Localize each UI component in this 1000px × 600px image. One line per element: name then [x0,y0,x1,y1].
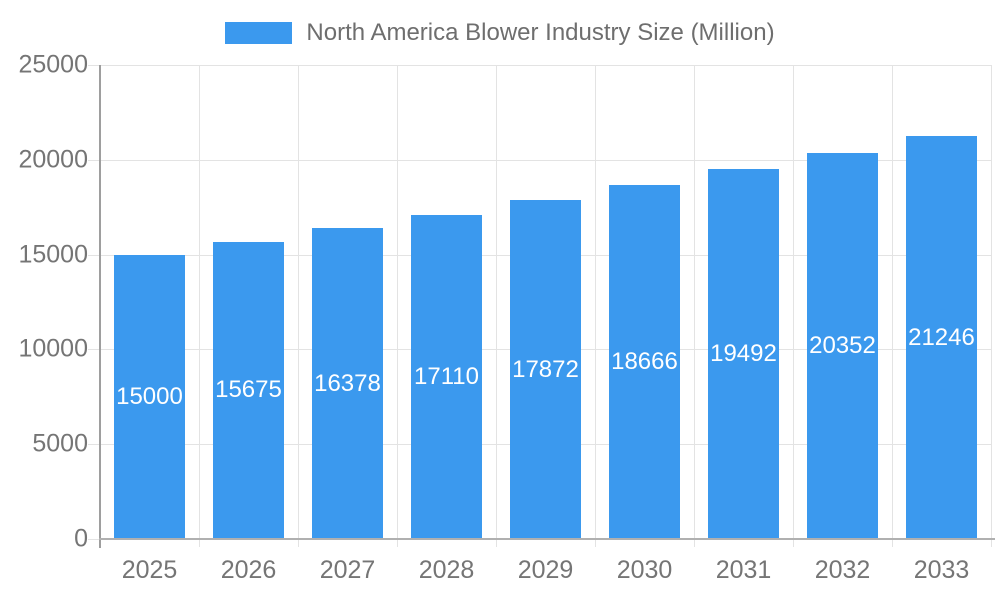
bar-value-label: 16378 [314,369,381,397]
bar-value-label: 19492 [710,340,777,368]
plot-area: 15000 15675 16378 17110 17872 18666 19492 20352… [88,65,992,547]
bar-value-label: 18666 [611,348,678,376]
x-tick-label: 2031 [715,556,772,584]
gridline-v [298,65,299,547]
x-tick-label: 2028 [418,556,475,584]
y-tick-mark [88,65,100,66]
bar-2029[interactable]: 17872 [509,200,582,539]
bar-2025[interactable]: 15000 [113,254,186,539]
gridline-v [496,65,497,547]
gridline-v [397,65,398,547]
y-tick-mark [88,444,100,446]
bar-2033[interactable]: 21246 [905,136,978,539]
bar-value-label: 15675 [215,376,282,404]
x-tick-label: 2032 [814,556,871,584]
gridline-v [793,65,794,547]
bar-value-label: 15000 [116,382,183,410]
y-tick-mark [88,254,100,256]
bar-value-label: 21246 [908,323,975,351]
x-tick-label: 2026 [220,556,277,584]
gridline-v [991,65,992,547]
y-tick-mark [88,349,100,351]
bar-2032[interactable]: 20352 [806,153,879,539]
x-tick-label: 2033 [913,556,970,584]
x-tick-label: 2025 [121,556,178,584]
y-tick-mark [88,539,100,540]
bar-2030[interactable]: 18666 [608,185,681,539]
x-tick-label: 2029 [517,556,574,584]
legend-label: North America Blower Industry Size (Mill… [306,19,775,46]
gridline-v [892,65,893,547]
gridline-h [100,159,991,161]
gridline-v [595,65,596,547]
y-tick-label: 25000 [18,50,88,79]
y-tick-mark [88,159,100,161]
y-tick-label: 20000 [18,145,88,174]
x-tick-label: 2030 [616,556,673,584]
legend-swatch [225,22,293,44]
bar-2028[interactable]: 17110 [410,214,483,539]
y-tick-label: 15000 [18,240,88,269]
y-tick-label: 5000 [32,429,88,458]
x-axis-line [99,538,995,540]
y-tick-label: 10000 [18,334,88,363]
bar-2026[interactable]: 15675 [212,241,285,539]
bar-value-label: 17110 [414,362,479,390]
bar-2031[interactable]: 19492 [707,169,780,539]
bar-2027[interactable]: 16378 [311,228,384,539]
y-tick-label: 0 [74,524,88,553]
y-axis-line [99,65,101,548]
legend[interactable]: North America Blower Industry Size (Mill… [0,19,1000,46]
gridline-h [100,65,991,66]
bar-value-label: 20352 [809,332,876,360]
gridline-v [694,65,695,547]
gridline-v [199,65,200,547]
bar-value-label: 17872 [512,355,579,383]
x-tick-label: 2027 [319,556,376,584]
